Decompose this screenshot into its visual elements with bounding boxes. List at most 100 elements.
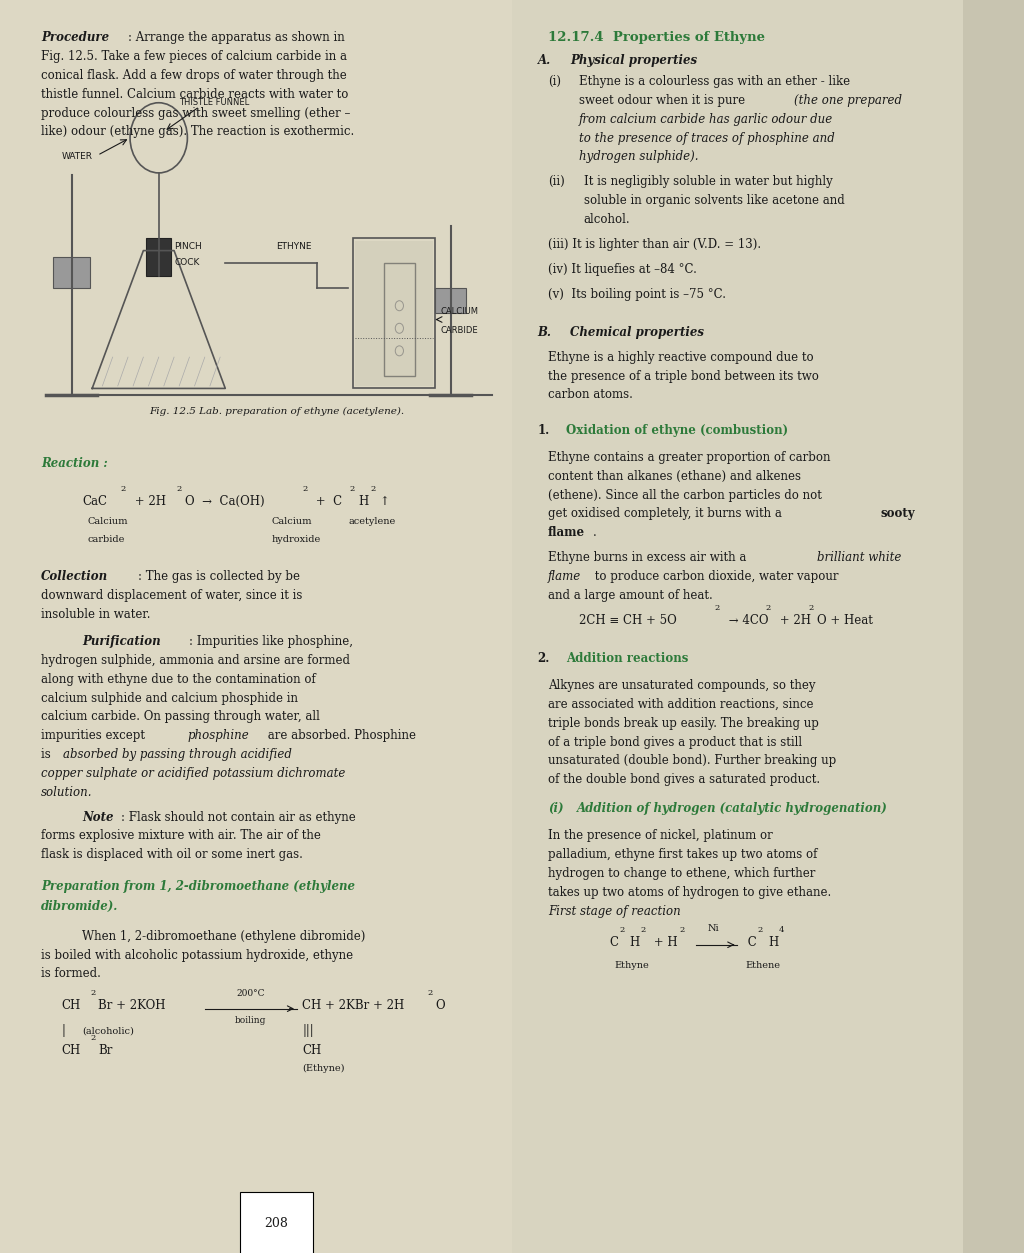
Text: hydrogen sulphide).: hydrogen sulphide). (579, 150, 698, 163)
Text: flame: flame (548, 570, 581, 583)
Text: Br: Br (98, 1044, 113, 1056)
Text: and a large amount of heat.: and a large amount of heat. (548, 589, 713, 601)
Text: Purification: Purification (82, 635, 161, 648)
Text: are associated with addition reactions, since: are associated with addition reactions, … (548, 698, 813, 710)
Text: Ethyne is a colourless gas with an ether - like: Ethyne is a colourless gas with an ether… (579, 75, 850, 88)
Text: Note: Note (82, 811, 114, 823)
Text: 2CH ≡ CH + 5O: 2CH ≡ CH + 5O (579, 614, 676, 626)
Text: .: . (593, 526, 597, 539)
Text: Calcium: Calcium (271, 517, 312, 526)
Text: Collection: Collection (41, 570, 109, 583)
Text: CH + 2KBr + 2H: CH + 2KBr + 2H (302, 999, 404, 1011)
Text: is boiled with alcoholic potassium hydroxide, ethyne: is boiled with alcoholic potassium hydro… (41, 949, 353, 961)
Text: + H: + H (650, 936, 678, 949)
Text: (iv) It liquefies at –84 °C.: (iv) It liquefies at –84 °C. (548, 263, 696, 276)
Text: unsaturated (double bond). Further breaking up: unsaturated (double bond). Further break… (548, 754, 836, 767)
Text: (i): (i) (548, 802, 563, 814)
Text: 2: 2 (620, 926, 625, 933)
Text: boiling: boiling (236, 1016, 266, 1025)
Text: along with ethyne due to the contamination of: along with ethyne due to the contaminati… (41, 673, 315, 685)
Text: takes up two atoms of hydrogen to give ethane.: takes up two atoms of hydrogen to give e… (548, 886, 831, 898)
Text: A.: A. (538, 54, 551, 66)
Text: acetylene: acetylene (348, 517, 395, 526)
Text: palladium, ethyne first takes up two atoms of: palladium, ethyne first takes up two ato… (548, 848, 817, 861)
Text: Ni: Ni (708, 925, 720, 933)
Text: of the double bond gives a saturated product.: of the double bond gives a saturated pro… (548, 773, 820, 786)
Text: content than alkanes (ethane) and alkenes: content than alkanes (ethane) and alkene… (548, 470, 801, 482)
Text: CARBIDE: CARBIDE (440, 326, 478, 335)
Text: (v)  Its boiling point is –75 °C.: (v) Its boiling point is –75 °C. (548, 288, 726, 301)
Text: Chemical properties: Chemical properties (570, 326, 705, 338)
Text: COCK: COCK (174, 258, 200, 267)
Text: 2: 2 (90, 989, 95, 996)
Text: impurities except: impurities except (41, 729, 148, 742)
Text: Oxidation of ethyne (combustion): Oxidation of ethyne (combustion) (566, 424, 788, 436)
Text: sooty: sooty (881, 507, 915, 520)
Text: 2: 2 (680, 926, 685, 933)
Text: Ethyne is a highly reactive compound due to: Ethyne is a highly reactive compound due… (548, 351, 813, 363)
Text: forms explosive mixture with air. The air of the: forms explosive mixture with air. The ai… (41, 829, 321, 842)
Text: (alcoholic): (alcoholic) (82, 1026, 134, 1035)
Text: the presence of a triple bond between its two: the presence of a triple bond between it… (548, 370, 819, 382)
Text: When 1, 2-dibromoethane (ethylene dibromide): When 1, 2-dibromoethane (ethylene dibrom… (82, 930, 366, 942)
Text: CALCIUM: CALCIUM (440, 307, 478, 316)
Text: 2: 2 (758, 926, 763, 933)
Text: 2: 2 (176, 485, 181, 492)
Text: Ethene: Ethene (745, 961, 780, 970)
Text: 2: 2 (640, 926, 645, 933)
Text: sweet odour when it is pure: sweet odour when it is pure (579, 94, 749, 107)
FancyBboxPatch shape (963, 0, 1024, 1253)
Text: calcium sulphide and calcium phosphide in: calcium sulphide and calcium phosphide i… (41, 692, 298, 704)
Text: : Arrange the apparatus as shown in: : Arrange the apparatus as shown in (128, 31, 345, 44)
Text: hydrogen sulphide, ammonia and arsine are formed: hydrogen sulphide, ammonia and arsine ar… (41, 654, 350, 667)
Text: CH: CH (302, 1044, 322, 1056)
Text: carbon atoms.: carbon atoms. (548, 388, 633, 401)
Text: Ethyne burns in excess air with a: Ethyne burns in excess air with a (548, 551, 750, 564)
Text: 2: 2 (302, 485, 307, 492)
FancyBboxPatch shape (512, 0, 1024, 1253)
Text: conical flask. Add a few drops of water through the: conical flask. Add a few drops of water … (41, 69, 347, 81)
Text: solution.: solution. (41, 786, 92, 798)
Text: CH: CH (61, 999, 81, 1011)
Text: 2: 2 (90, 1034, 95, 1041)
Text: : Flask should not contain air as ethyne: : Flask should not contain air as ethyne (121, 811, 355, 823)
Text: : The gas is collected by be: : The gas is collected by be (138, 570, 300, 583)
Text: 4: 4 (778, 926, 783, 933)
Text: C: C (609, 936, 618, 949)
Text: B.: B. (538, 326, 552, 338)
Text: First stage of reaction: First stage of reaction (548, 905, 681, 917)
Text: 2: 2 (121, 485, 126, 492)
Text: PINCH: PINCH (174, 242, 202, 251)
Text: absorbed by passing through acidified: absorbed by passing through acidified (63, 748, 293, 761)
Text: Ethyne: Ethyne (614, 961, 649, 970)
Text: H: H (630, 936, 640, 949)
Text: Br + 2KOH: Br + 2KOH (98, 999, 166, 1011)
Text: It is negligibly soluble in water but highly: It is negligibly soluble in water but hi… (584, 175, 833, 188)
Text: O + Heat: O + Heat (817, 614, 873, 626)
Text: get oxidised completely, it burns with a: get oxidised completely, it burns with a (548, 507, 785, 520)
Text: + 2H: + 2H (131, 495, 166, 507)
Text: |: | (61, 1024, 66, 1036)
Text: CH: CH (61, 1044, 81, 1056)
Text: 2: 2 (766, 604, 771, 611)
Text: is formed.: is formed. (41, 967, 100, 980)
Text: Procedure: Procedure (41, 31, 110, 44)
Text: C: C (744, 936, 757, 949)
Text: to the presence of traces of phosphine and: to the presence of traces of phosphine a… (579, 132, 835, 144)
Text: carbide: carbide (87, 535, 124, 544)
Text: to produce carbon dioxide, water vapour: to produce carbon dioxide, water vapour (591, 570, 839, 583)
Text: Fig. 12.5 Lab. preparation of ethyne (acetylene).: Fig. 12.5 Lab. preparation of ethyne (ac… (148, 407, 404, 416)
Text: → 4CO: → 4CO (725, 614, 768, 626)
Text: (ii): (ii) (548, 175, 564, 188)
Text: copper sulphate or acidified potassium dichromate: copper sulphate or acidified potassium d… (41, 767, 345, 779)
Text: (iii) It is lighter than air (V.D. = 13).: (iii) It is lighter than air (V.D. = 13)… (548, 238, 761, 251)
Text: hydroxide: hydroxide (271, 535, 321, 544)
Text: thistle funnel. Calcium carbide reacts with water to: thistle funnel. Calcium carbide reacts w… (41, 88, 348, 100)
Text: insoluble in water.: insoluble in water. (41, 608, 151, 620)
Bar (435, 288, 466, 313)
Text: 200°C: 200°C (237, 989, 265, 997)
Text: O  →  Ca(OH): O → Ca(OH) (185, 495, 265, 507)
Text: 2: 2 (715, 604, 720, 611)
Text: O: O (435, 999, 444, 1011)
Text: Preparation from 1, 2-dibromoethane (ethylene: Preparation from 1, 2-dibromoethane (eth… (41, 880, 355, 892)
